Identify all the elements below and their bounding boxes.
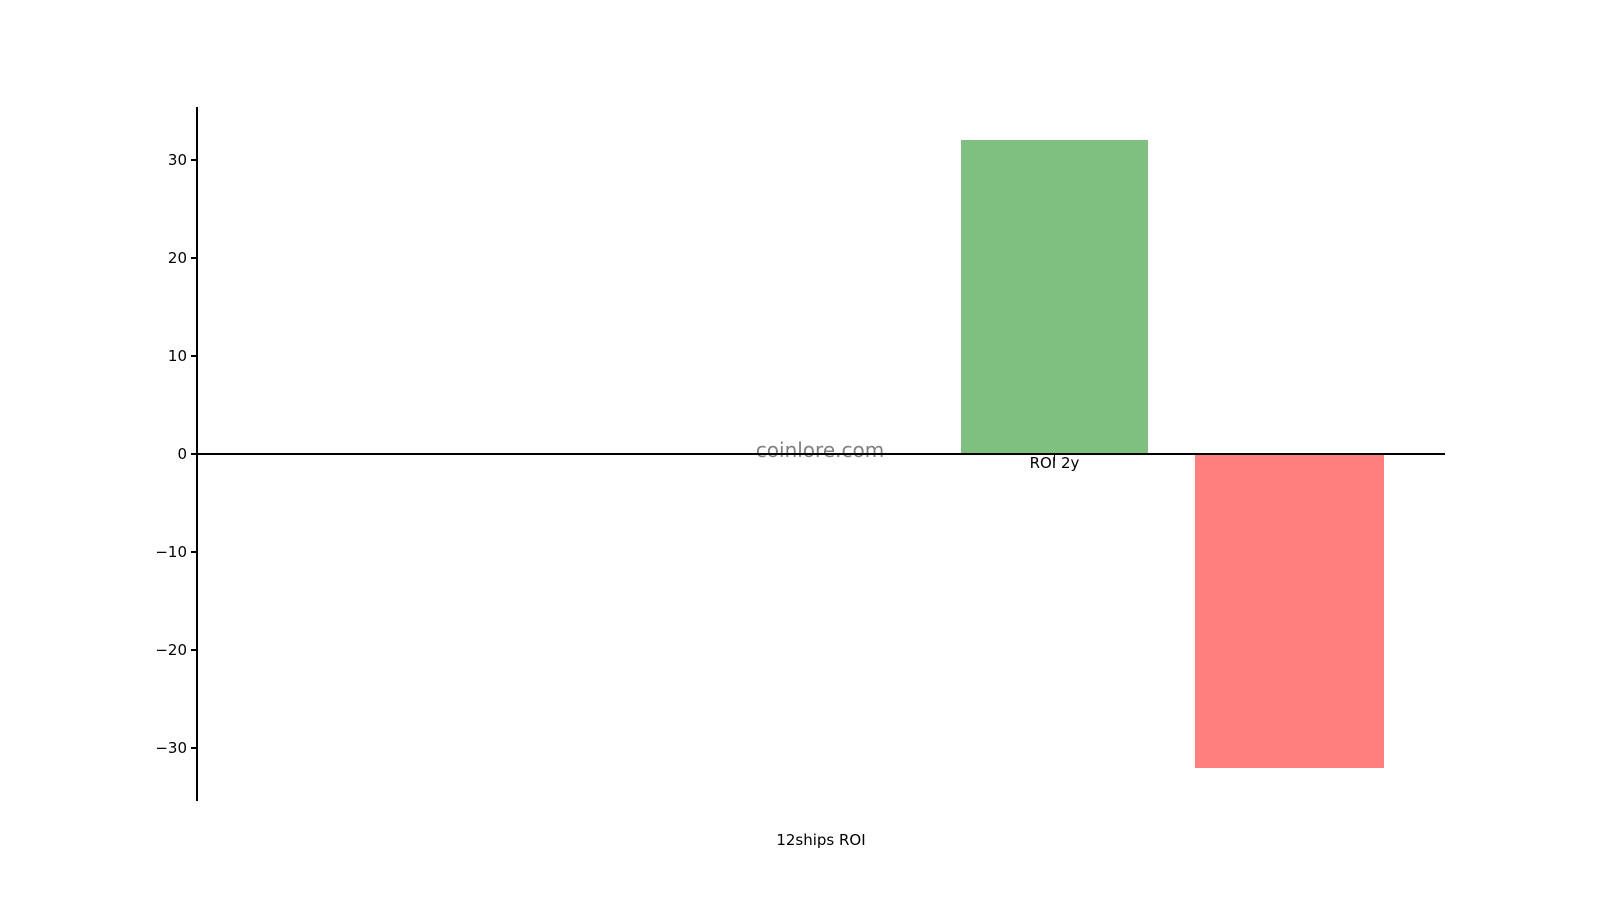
y-tick-label: −20 <box>155 641 187 659</box>
bar-unlabeled-1 <box>1195 454 1384 768</box>
x-tick-mark <box>1053 454 1056 461</box>
y-tick-label: 0 <box>177 445 187 463</box>
x-axis-caption: 12ships ROI <box>776 831 866 849</box>
bar-roi-2y <box>961 140 1148 454</box>
y-tick-mark <box>191 159 197 161</box>
y-tick-label: 20 <box>167 249 187 267</box>
y-tick-label: 30 <box>167 151 187 169</box>
y-tick-label: 10 <box>167 347 187 365</box>
x-axis-zero-line <box>196 453 1445 455</box>
x-tick-label: ROI 2y <box>1029 454 1080 472</box>
y-tick-mark <box>191 257 197 259</box>
y-tick-mark <box>191 747 197 749</box>
y-tick-label: −30 <box>155 739 187 757</box>
y-tick-mark <box>191 649 197 651</box>
y-tick-mark <box>191 355 197 357</box>
y-tick-label: −10 <box>155 543 187 561</box>
y-tick-mark <box>191 453 197 455</box>
watermark-text: coinlore.com <box>755 438 885 462</box>
y-tick-mark <box>191 551 197 553</box>
